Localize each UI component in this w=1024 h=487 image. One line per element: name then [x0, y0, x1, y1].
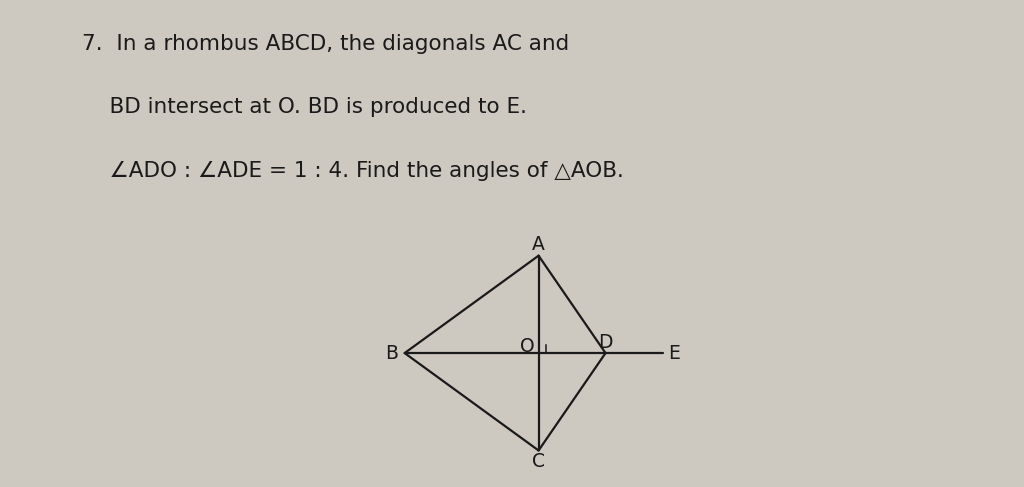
Text: E: E: [669, 343, 680, 363]
Text: ∠ADO : ∠ADE = 1 : 4. Find the angles of △AOB.: ∠ADO : ∠ADE = 1 : 4. Find the angles of …: [82, 161, 624, 181]
Text: A: A: [532, 235, 545, 254]
Text: 7.  In a rhombus ABCD, the diagonals AC and: 7. In a rhombus ABCD, the diagonals AC a…: [82, 34, 569, 54]
Text: BD intersect at O. BD is produced to E.: BD intersect at O. BD is produced to E.: [82, 97, 527, 117]
Text: O: O: [520, 337, 535, 356]
Text: C: C: [532, 452, 545, 471]
Text: D: D: [598, 333, 612, 352]
Text: B: B: [385, 343, 397, 363]
